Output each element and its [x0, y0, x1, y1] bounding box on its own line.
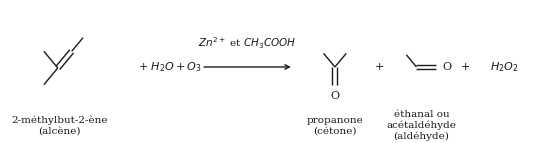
Text: acétaldéhyde: acétaldéhyde — [386, 121, 456, 130]
Text: 2-méthylbut-2-ène: 2-méthylbut-2-ène — [11, 116, 108, 125]
Text: éthanal ou: éthanal ou — [393, 110, 449, 119]
Text: $Zn^{2+}$ et $CH_3COOH$: $Zn^{2+}$ et $CH_3COOH$ — [198, 35, 296, 51]
Text: O: O — [442, 62, 451, 72]
Text: $H_2O_2$: $H_2O_2$ — [490, 60, 519, 74]
Text: (cétone): (cétone) — [313, 127, 357, 136]
Text: (aldéhyde): (aldéhyde) — [393, 132, 449, 141]
Text: $+\ H_2O + O_3$: $+\ H_2O + O_3$ — [138, 60, 202, 74]
Text: +: + — [375, 62, 384, 72]
Text: propanone: propanone — [307, 116, 363, 125]
Text: +: + — [461, 62, 470, 72]
Text: O: O — [331, 91, 339, 101]
Text: (alcène): (alcène) — [38, 127, 81, 136]
